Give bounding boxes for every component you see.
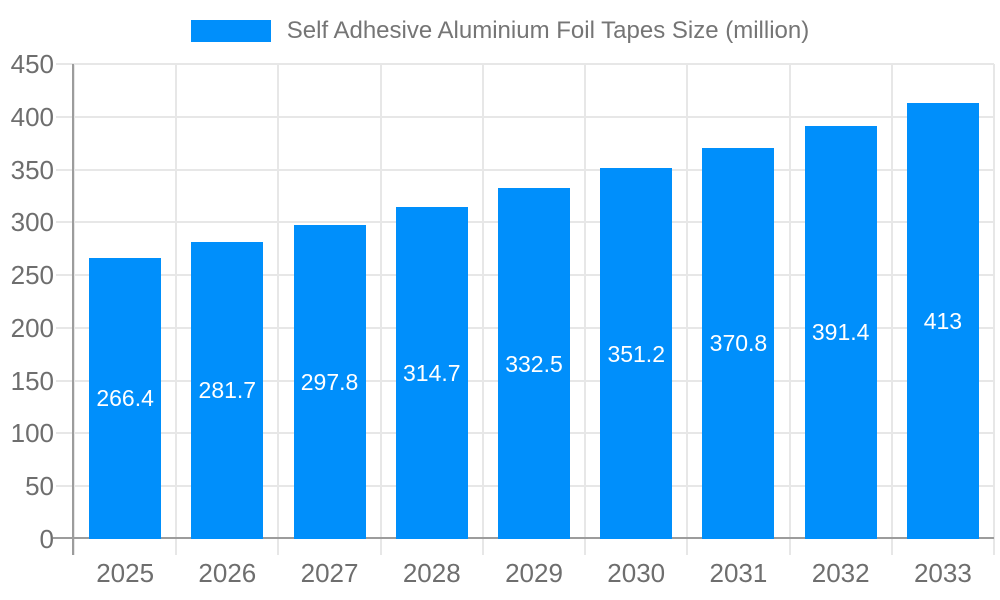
bar-value-label: 297.8 <box>300 368 359 395</box>
x-axis-category-label: 2027 <box>300 558 359 588</box>
gridline-vertical <box>175 64 178 555</box>
x-axis-category-label: 2033 <box>913 558 972 588</box>
bar[interactable] <box>804 125 877 539</box>
gridline-vertical <box>993 64 995 555</box>
bar[interactable] <box>395 206 468 539</box>
y-axis-tick-label: 150 <box>10 365 54 396</box>
x-axis-category-label: 2030 <box>607 558 666 588</box>
bar[interactable] <box>293 224 366 539</box>
bar[interactable] <box>89 257 162 539</box>
legend-swatch[interactable] <box>190 20 271 42</box>
y-axis-tick-label: 450 <box>10 49 54 79</box>
bar-value-label: 391.4 <box>811 319 870 346</box>
y-axis-tick-label: 300 <box>10 207 54 238</box>
bar-value-label: 370.8 <box>709 330 768 357</box>
bar[interactable] <box>600 168 673 539</box>
y-axis-tick-label: 100 <box>10 418 54 449</box>
bar-value-label: 281.7 <box>198 377 257 404</box>
bar[interactable] <box>702 147 775 539</box>
gridline-vertical <box>686 64 689 555</box>
chart-legend: Self Adhesive Aluminium Foil Tapes Size … <box>0 19 1000 43</box>
x-axis-category-label: 2028 <box>402 558 461 588</box>
x-axis-category-label: 2026 <box>198 558 257 588</box>
bar[interactable] <box>191 241 264 539</box>
y-axis-tick-label: 0 <box>39 524 54 554</box>
y-axis-tick-label: 400 <box>10 101 54 132</box>
gridline-vertical <box>277 64 280 555</box>
bar-value-label: 314.7 <box>402 359 461 386</box>
bar[interactable] <box>498 188 570 539</box>
y-axis-tick-label: 350 <box>10 154 54 185</box>
gridline-vertical <box>584 64 587 555</box>
y-axis-tick-label: 250 <box>10 260 54 291</box>
bar-value-label: 332.5 <box>505 350 563 377</box>
y-axis-tick-label: 50 <box>25 471 54 502</box>
gridline-vertical <box>788 64 791 555</box>
y-axis-line <box>72 64 74 555</box>
x-axis-category-label: 2032 <box>811 558 870 588</box>
bar-value-label: 413 <box>923 308 963 335</box>
y-axis-tick-label: 200 <box>10 312 54 343</box>
x-axis-category-label: 2031 <box>709 558 768 588</box>
bar-value-label: 266.4 <box>96 385 154 412</box>
x-axis-category-label: 2029 <box>505 558 563 588</box>
gridline-vertical <box>379 64 382 555</box>
x-axis-category-label: 2025 <box>96 558 155 588</box>
gridline-vertical <box>890 64 893 555</box>
bar[interactable] <box>906 103 979 539</box>
bar-value-label: 351.2 <box>607 340 665 367</box>
legend-series-label[interactable]: Self Adhesive Aluminium Foil Tapes Size … <box>286 17 810 44</box>
gridline-vertical <box>73 64 75 555</box>
gridline-horizontal <box>56 63 994 65</box>
gridline-horizontal <box>56 168 994 171</box>
gridline-horizontal <box>56 115 994 118</box>
gridline-vertical <box>481 64 484 555</box>
